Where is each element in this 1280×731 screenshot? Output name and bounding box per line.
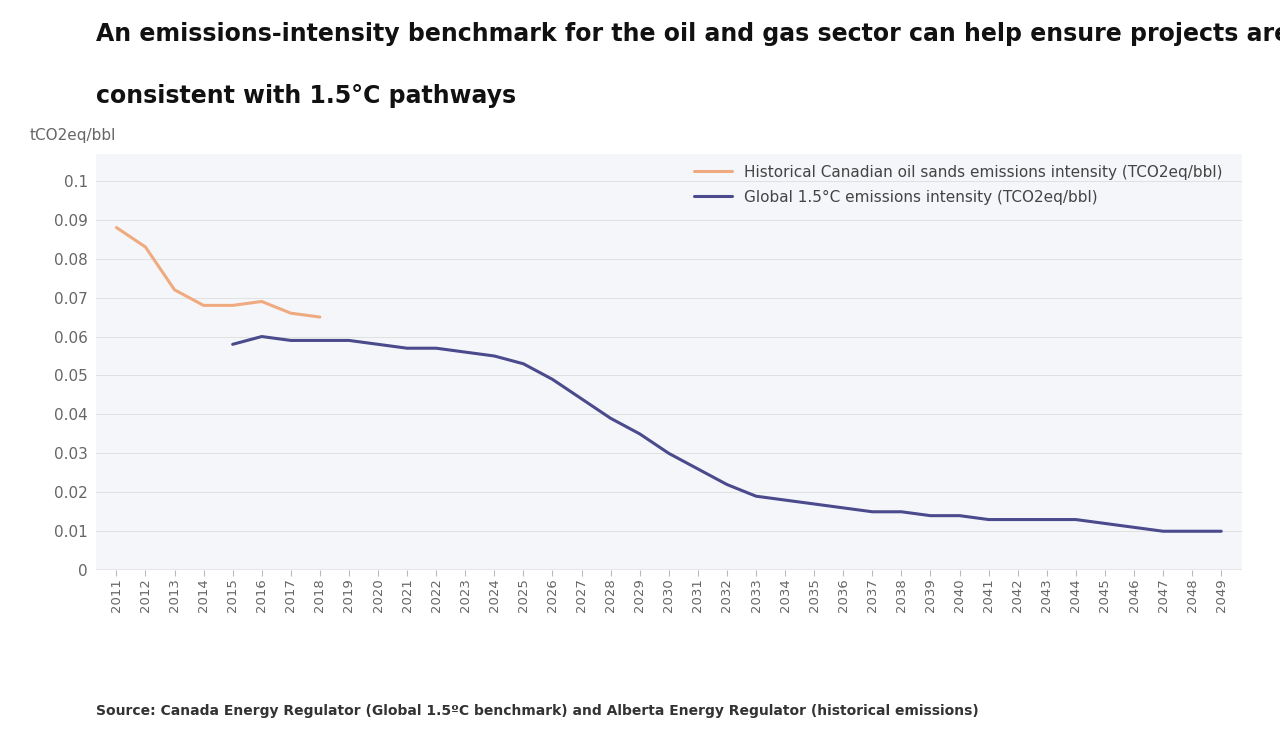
Global 1.5°C emissions intensity (TCO2eq/bbl) bbox=[603, 414, 618, 423]
Global 1.5°C emissions intensity (TCO2eq/bbl) bbox=[749, 492, 764, 501]
Global 1.5°C emissions intensity (TCO2eq/bbl) bbox=[893, 507, 909, 516]
Line: Historical Canadian oil sands emissions intensity (TCO2eq/bbl): Historical Canadian oil sands emissions … bbox=[116, 227, 320, 317]
Global 1.5°C emissions intensity (TCO2eq/bbl) bbox=[457, 348, 472, 357]
Global 1.5°C emissions intensity (TCO2eq/bbl) bbox=[1184, 527, 1199, 536]
Global 1.5°C emissions intensity (TCO2eq/bbl) bbox=[1010, 515, 1025, 524]
Global 1.5°C emissions intensity (TCO2eq/bbl) bbox=[342, 336, 357, 345]
Global 1.5°C emissions intensity (TCO2eq/bbl) bbox=[836, 504, 851, 512]
Text: consistent with 1.5°C pathways: consistent with 1.5°C pathways bbox=[96, 84, 516, 108]
Historical Canadian oil sands emissions intensity (TCO2eq/bbl) bbox=[283, 308, 298, 317]
Global 1.5°C emissions intensity (TCO2eq/bbl) bbox=[253, 332, 269, 341]
Historical Canadian oil sands emissions intensity (TCO2eq/bbl) bbox=[312, 313, 328, 322]
Historical Canadian oil sands emissions intensity (TCO2eq/bbl) bbox=[138, 243, 154, 251]
Global 1.5°C emissions intensity (TCO2eq/bbl) bbox=[952, 511, 968, 520]
Historical Canadian oil sands emissions intensity (TCO2eq/bbl) bbox=[166, 285, 182, 294]
Legend: Historical Canadian oil sands emissions intensity (TCO2eq/bbl), Global 1.5°C emi: Historical Canadian oil sands emissions … bbox=[694, 165, 1222, 205]
Global 1.5°C emissions intensity (TCO2eq/bbl) bbox=[283, 336, 298, 345]
Global 1.5°C emissions intensity (TCO2eq/bbl) bbox=[573, 395, 589, 404]
Global 1.5°C emissions intensity (TCO2eq/bbl) bbox=[719, 480, 735, 489]
Global 1.5°C emissions intensity (TCO2eq/bbl) bbox=[1126, 523, 1142, 531]
Line: Global 1.5°C emissions intensity (TCO2eq/bbl): Global 1.5°C emissions intensity (TCO2eq… bbox=[233, 336, 1221, 531]
Global 1.5°C emissions intensity (TCO2eq/bbl) bbox=[980, 515, 996, 524]
Global 1.5°C emissions intensity (TCO2eq/bbl) bbox=[312, 336, 328, 345]
Global 1.5°C emissions intensity (TCO2eq/bbl) bbox=[545, 375, 561, 384]
Global 1.5°C emissions intensity (TCO2eq/bbl) bbox=[370, 340, 385, 349]
Global 1.5°C emissions intensity (TCO2eq/bbl) bbox=[225, 340, 241, 349]
Global 1.5°C emissions intensity (TCO2eq/bbl) bbox=[486, 352, 502, 360]
Text: An emissions-intensity benchmark for the oil and gas sector can help ensure proj: An emissions-intensity benchmark for the… bbox=[96, 22, 1280, 46]
Global 1.5°C emissions intensity (TCO2eq/bbl) bbox=[1213, 527, 1229, 536]
Historical Canadian oil sands emissions intensity (TCO2eq/bbl) bbox=[253, 297, 269, 306]
Global 1.5°C emissions intensity (TCO2eq/bbl) bbox=[1039, 515, 1055, 524]
Historical Canadian oil sands emissions intensity (TCO2eq/bbl) bbox=[109, 223, 124, 232]
Global 1.5°C emissions intensity (TCO2eq/bbl) bbox=[429, 344, 444, 352]
Text: Source: Canada Energy Regulator (Global 1.5ºC benchmark) and Alberta Energy Regu: Source: Canada Energy Regulator (Global … bbox=[96, 704, 979, 718]
Global 1.5°C emissions intensity (TCO2eq/bbl) bbox=[399, 344, 415, 352]
Historical Canadian oil sands emissions intensity (TCO2eq/bbl) bbox=[225, 301, 241, 310]
Global 1.5°C emissions intensity (TCO2eq/bbl) bbox=[1069, 515, 1084, 524]
Text: tCO2eq/bbl: tCO2eq/bbl bbox=[29, 128, 116, 143]
Global 1.5°C emissions intensity (TCO2eq/bbl) bbox=[865, 507, 881, 516]
Global 1.5°C emissions intensity (TCO2eq/bbl) bbox=[1156, 527, 1171, 536]
Global 1.5°C emissions intensity (TCO2eq/bbl) bbox=[690, 464, 705, 473]
Global 1.5°C emissions intensity (TCO2eq/bbl) bbox=[632, 430, 648, 439]
Global 1.5°C emissions intensity (TCO2eq/bbl) bbox=[777, 496, 792, 504]
Global 1.5°C emissions intensity (TCO2eq/bbl) bbox=[923, 511, 938, 520]
Global 1.5°C emissions intensity (TCO2eq/bbl) bbox=[806, 499, 822, 508]
Global 1.5°C emissions intensity (TCO2eq/bbl) bbox=[516, 360, 531, 368]
Historical Canadian oil sands emissions intensity (TCO2eq/bbl) bbox=[196, 301, 211, 310]
Global 1.5°C emissions intensity (TCO2eq/bbl) bbox=[1097, 519, 1112, 528]
Global 1.5°C emissions intensity (TCO2eq/bbl) bbox=[662, 449, 677, 458]
